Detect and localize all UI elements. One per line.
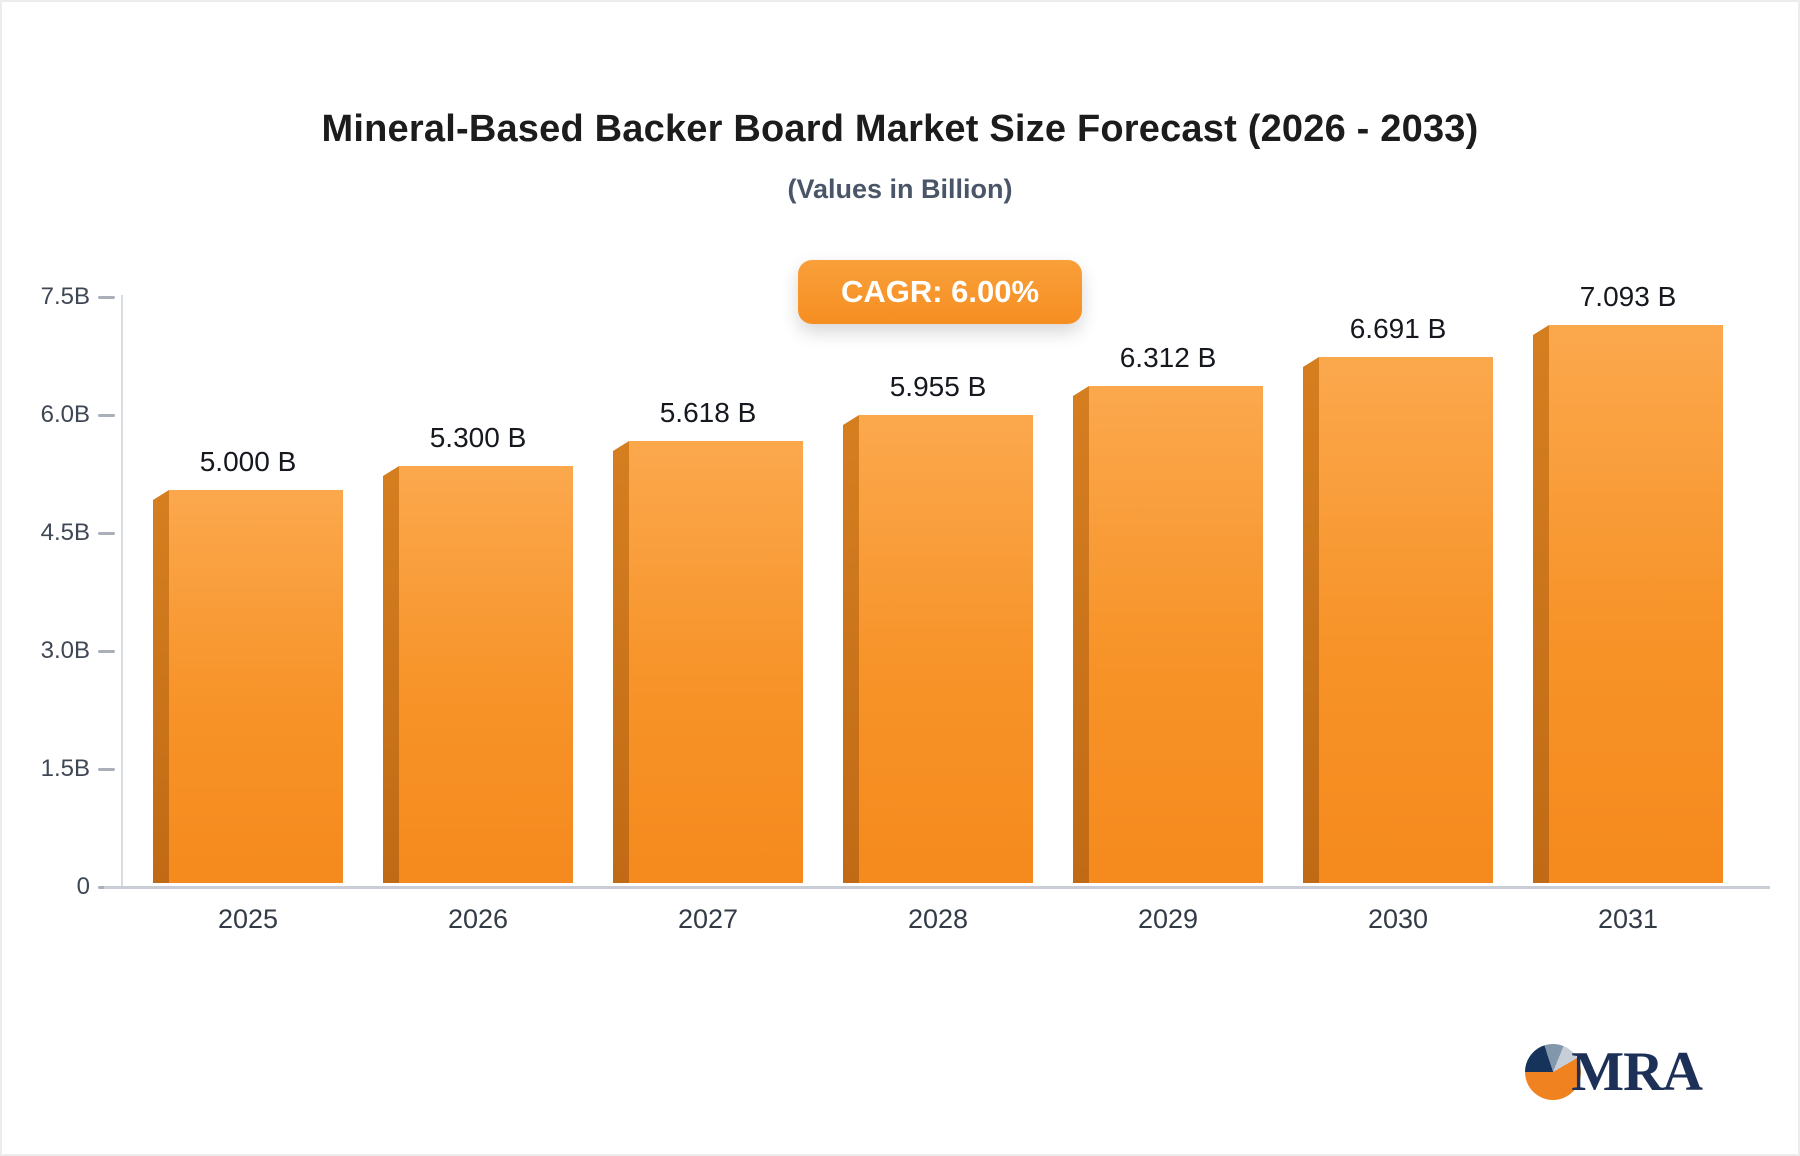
bar-value-label: 6.312 B [1119, 342, 1217, 373]
bar-side-face [383, 476, 399, 883]
bar-2029: 6.312 B 2029 [1073, 342, 1263, 934]
bar-top-bevel [383, 466, 399, 476]
logo-text: MRA [1571, 1041, 1703, 1103]
bar-front-face [1549, 325, 1723, 883]
bar-side-face [613, 451, 629, 883]
y-axis-line [121, 295, 123, 889]
pie-chart-icon [1525, 1044, 1582, 1100]
y-axis-tick [98, 650, 115, 653]
bar-value-label: 6.691 B [1349, 313, 1447, 344]
bar-side-face [1303, 367, 1319, 883]
bar-side-face [1533, 335, 1549, 883]
bar-top-bevel [613, 441, 629, 451]
bar-front-face [859, 415, 1033, 883]
bar-top-bevel [843, 415, 859, 425]
x-axis-label: 2031 [1597, 904, 1659, 934]
y-axis-label: 0 [76, 873, 90, 900]
x-axis-label: 2030 [1367, 904, 1429, 934]
bar-top-bevel [153, 490, 169, 500]
bar-front-face [1089, 386, 1263, 883]
x-axis-label: 2027 [677, 904, 739, 934]
y-axis-tick [98, 414, 115, 417]
mra-logo: MRA [1525, 1040, 1703, 1104]
x-axis-label: 2025 [217, 904, 279, 934]
bar-front-face [399, 466, 573, 883]
bar-side-face [843, 425, 859, 883]
bar-side-face [1073, 396, 1089, 883]
bar-value-label: 5.955 B [889, 371, 987, 402]
chart-title: Mineral-Based Backer Board Market Size F… [321, 108, 1479, 150]
x-axis-line [104, 886, 1770, 889]
x-axis-label: 2026 [447, 904, 509, 934]
bar-value-label: 5.000 B [199, 446, 297, 477]
bar-2026: 5.300 B 2026 [383, 422, 573, 934]
bar-front-face [169, 490, 343, 883]
bar-2028: 5.955 B 2028 [843, 371, 1033, 934]
bar-side-face [153, 500, 169, 883]
bar-top-bevel [1073, 386, 1089, 396]
cagr-badge: CAGR: 6.00% [798, 260, 1082, 324]
x-axis-label: 2029 [1137, 904, 1199, 934]
bar-top-bevel [1303, 357, 1319, 367]
chart-subtitle: (Values in Billion) [787, 174, 1013, 204]
bar-2025: 5.000 B 2025 [153, 446, 343, 934]
bar-value-label: 5.300 B [429, 422, 527, 453]
bar-2031: 7.093 B 2031 [1533, 281, 1723, 934]
y-axis-label: 3.0B [40, 637, 90, 664]
y-axis-label: 4.5B [40, 519, 90, 546]
y-axis-tick [98, 532, 115, 535]
bar-value-label: 7.093 B [1579, 281, 1677, 312]
y-axis-label: 6.0B [40, 401, 90, 428]
y-axis-label: 7.5B [40, 283, 90, 310]
y-axis-tick [98, 296, 115, 299]
bar-value-label: 5.618 B [659, 397, 757, 428]
bar-2030: 6.691 B 2030 [1303, 313, 1493, 934]
y-axis-label: 1.5B [40, 755, 90, 782]
bar-front-face [1319, 357, 1493, 883]
x-axis-label: 2028 [907, 904, 969, 934]
y-axis-tick [98, 768, 115, 771]
bar-front-face [629, 441, 803, 883]
bar-2027: 5.618 B 2027 [613, 397, 803, 934]
bar-top-bevel [1533, 325, 1549, 335]
